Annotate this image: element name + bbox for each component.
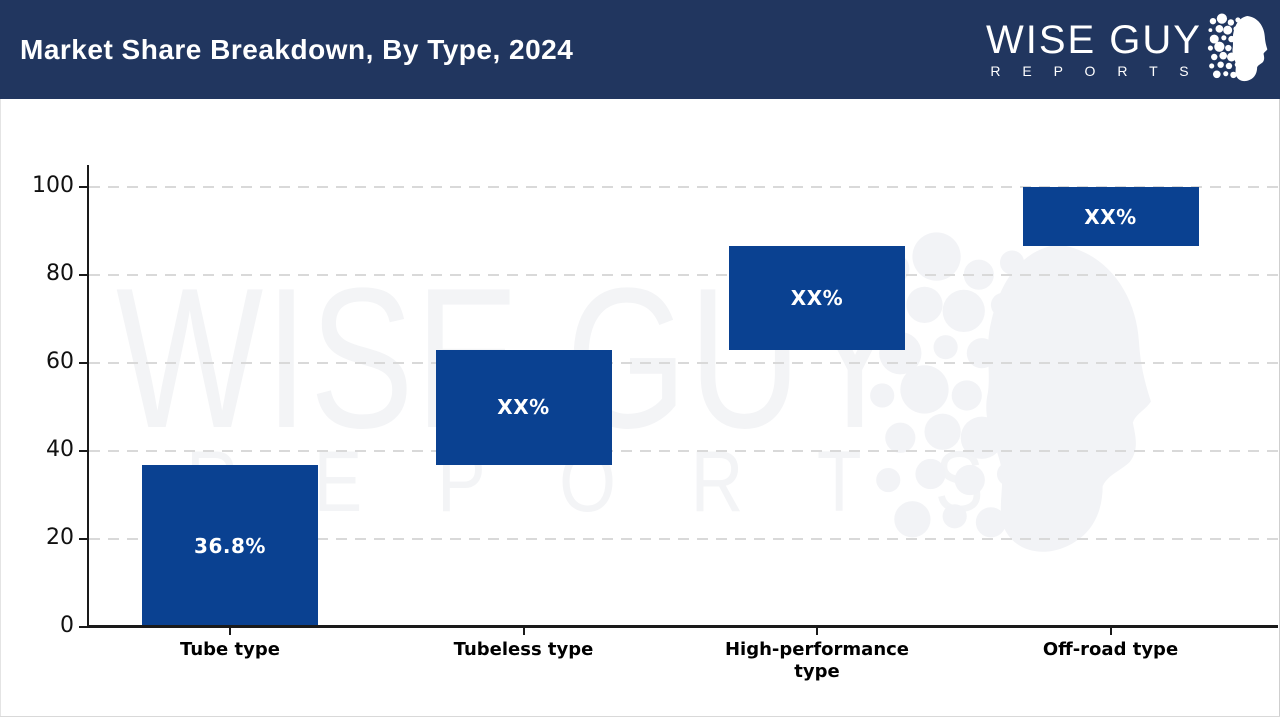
x-tick-mark: [1109, 628, 1112, 635]
gridline-20: [89, 538, 1278, 540]
y-tick-mark: [79, 450, 87, 452]
x-category-label: Off-road type: [1042, 639, 1179, 660]
y-tick-label: 60: [46, 349, 74, 374]
bar-value-label: 36.8%: [194, 534, 266, 559]
bar-tubeless-type: XX%: [435, 349, 612, 466]
bar-value-label: XX%: [497, 395, 550, 420]
bar-high-performance-type: XX%: [729, 246, 905, 350]
gridline-40: [89, 450, 1278, 452]
header: Market Share Breakdown, By Type, 2024 WI…: [0, 0, 1280, 99]
logo-wordmark: WISE GUY: [985, 17, 1202, 62]
y-tick-label: 0: [60, 613, 74, 638]
x-category-label: Tube type: [180, 639, 280, 660]
y-tick-mark: [79, 274, 87, 276]
x-category-label: High-performance type: [724, 639, 910, 682]
y-tick-mark: [79, 186, 87, 188]
bar-off-road-type: XX%: [1022, 187, 1199, 247]
gridline-80: [89, 274, 1278, 276]
y-tick-label: 100: [32, 173, 74, 198]
x-tick-mark: [816, 628, 818, 635]
footer-divider: [0, 716, 1280, 717]
y-tick-mark: [79, 362, 87, 364]
bar-value-label: XX%: [1084, 204, 1137, 229]
y-tick-label: 20: [46, 525, 74, 550]
x-axis-line: [87, 625, 1278, 628]
x-tick-mark: [229, 628, 231, 635]
y-tick-mark: [79, 626, 87, 628]
bar-value-label: XX%: [790, 286, 844, 311]
x-tick-mark: [522, 628, 525, 635]
page-title: Market Share Breakdown, By Type, 2024: [20, 33, 574, 65]
gridline-100: [89, 186, 1278, 188]
y-tick-label: 80: [46, 261, 74, 286]
gridline-60: [89, 362, 1278, 364]
wise-guy-logo: WISE GUY R E P O R T S: [986, 12, 1268, 86]
logo-subtitle: R E P O R T S: [990, 62, 1198, 79]
y-axis-spine: [87, 165, 89, 627]
y-tick-label: 40: [46, 437, 74, 462]
logo-text: WISE GUY R E P O R T S: [986, 20, 1202, 79]
y-tick-mark: [79, 538, 87, 540]
logo-head-icon: [1207, 13, 1268, 82]
x-category-label: Tubeless type: [453, 639, 594, 660]
bar-tube-type: 36.8%: [142, 465, 318, 627]
